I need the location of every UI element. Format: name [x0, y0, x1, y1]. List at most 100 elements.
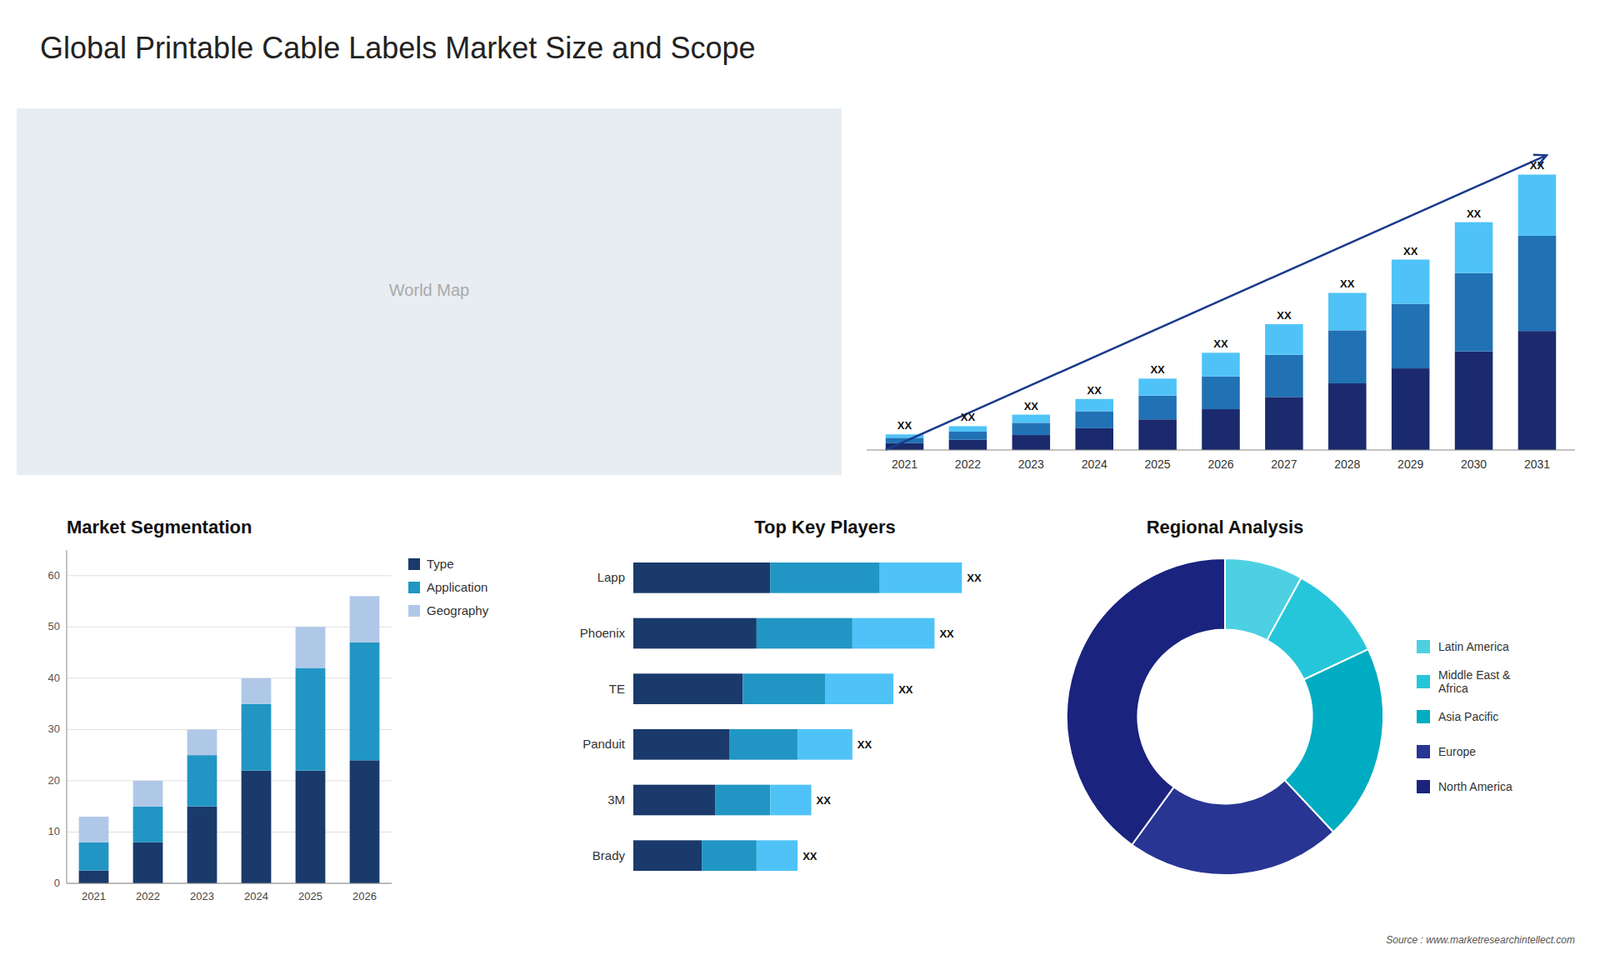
- chart-title: Top Key Players: [754, 516, 896, 538]
- x-tick-label: 2023: [1018, 457, 1045, 471]
- x-axis: [66, 883, 392, 885]
- chart-title: Regional Analysis: [1146, 516, 1305, 538]
- legend-swatch: [408, 605, 420, 617]
- bar-segment: [1201, 409, 1240, 450]
- bar-segment: [825, 673, 894, 705]
- bar-segment: [350, 642, 380, 761]
- y-tick-label: TE: [609, 681, 625, 696]
- bar-segment: [633, 840, 702, 871]
- bar-segment: [1012, 415, 1051, 424]
- legend-swatch: [1416, 710, 1430, 724]
- legend-label: Middle East &Africa: [1438, 668, 1511, 696]
- grid-line: [66, 780, 392, 781]
- x-tick-label: 2025: [298, 890, 323, 903]
- x-tick-label: 2023: [190, 890, 215, 903]
- y-axis: [66, 550, 68, 884]
- y-tick-label: 60: [48, 569, 60, 582]
- legend-label: Europe: [1438, 745, 1476, 759]
- bar-segment: [949, 440, 988, 450]
- text-line: Africa: [1438, 681, 1469, 695]
- total-label: XX: [816, 794, 832, 807]
- legend: Latin AmericaMiddle East &AfricaAsia Pac…: [1416, 640, 1513, 794]
- bar-segment: [1138, 395, 1177, 420]
- x-tick-label: 2025: [1145, 457, 1171, 471]
- total-label: XX: [939, 627, 955, 640]
- bars: [633, 562, 962, 871]
- y-tick-label: 50: [48, 620, 60, 633]
- donut-slice: [1066, 558, 1225, 845]
- bar-segment: [1328, 292, 1367, 330]
- x-tick-label: 2026: [1207, 457, 1234, 471]
- x-tick-label: 2026: [352, 890, 377, 903]
- y-tick-label: 3M: [607, 792, 625, 807]
- players-chart: Top Key PlayersXXLappXXPhoenixXXTEXXPand…: [580, 516, 982, 871]
- bar-segment: [350, 595, 380, 642]
- x-axis: [866, 450, 1575, 451]
- bar-segment: [1201, 352, 1240, 377]
- bar-segment: [1265, 355, 1304, 398]
- bar-segment: [756, 618, 853, 650]
- bar-segment: [295, 770, 326, 884]
- bar-segment: [1075, 399, 1114, 412]
- grid-line: [66, 626, 392, 628]
- dashboard: Global Printable Cable Labels Market Siz…: [0, 0, 1600, 955]
- bar-segment: [1075, 428, 1114, 450]
- bar-segment: [1075, 410, 1114, 428]
- legend-swatch: [408, 558, 420, 570]
- bar-segment: [1518, 235, 1557, 331]
- bar-segment: [1391, 304, 1430, 370]
- total-label: XX: [1213, 337, 1229, 350]
- map-background: [16, 108, 842, 475]
- bar-segment: [295, 626, 326, 668]
- text-line: Middle East &: [1438, 668, 1511, 682]
- bar-segment: [797, 729, 853, 760]
- total-label: XX: [897, 419, 913, 432]
- bar-segment: [729, 729, 798, 760]
- legend-label: North America: [1438, 780, 1513, 794]
- legend-label: Asia Pacific: [1438, 710, 1499, 724]
- total-label: XX: [1340, 277, 1355, 290]
- y-tick-label: Lapp: [597, 570, 625, 585]
- grid-line: [66, 831, 392, 833]
- bar-segment: [241, 704, 272, 771]
- bar-segment: [241, 678, 272, 705]
- bar-segment: [79, 842, 110, 871]
- legend-label: Application: [426, 580, 488, 595]
- bar-segment: [1265, 324, 1304, 355]
- bar-segment: [880, 562, 963, 594]
- y-tick-label: 30: [48, 722, 60, 735]
- x-tick-label: 2031: [1524, 457, 1550, 471]
- map-placeholder: World Map: [389, 280, 470, 300]
- bar-segment: [79, 870, 110, 884]
- bar-segment: [852, 618, 935, 650]
- x-tick-label: 2024: [244, 890, 269, 903]
- segmentation-chart: Market Segmentation010203040506020212022…: [48, 516, 490, 903]
- bar-segment: [1518, 330, 1557, 450]
- legend-swatch: [408, 581, 420, 594]
- bar-segment: [187, 729, 218, 755]
- bar-segment: [1455, 273, 1494, 352]
- legend-swatch: [1416, 780, 1430, 794]
- x-tick-label: 2021: [81, 890, 106, 903]
- y-tick-label: Brady: [592, 848, 626, 863]
- bar-segment: [79, 816, 110, 843]
- bar-segment: [949, 425, 988, 432]
- bar-segment: [350, 760, 380, 884]
- legend-swatch: [1416, 745, 1430, 759]
- bar-segment: [187, 755, 218, 807]
- grid-line: [66, 677, 392, 679]
- y-tick-label: Phoenix: [580, 625, 626, 640]
- bar-segment: [756, 840, 798, 871]
- total-label: XX: [966, 571, 982, 585]
- total-label: XX: [1530, 159, 1545, 172]
- bar-segment: [742, 673, 825, 705]
- x-tick-label: 2029: [1397, 457, 1424, 471]
- bar-segment: [1518, 174, 1557, 235]
- total-label: XX: [960, 410, 976, 424]
- x-tick-label: 2024: [1081, 457, 1108, 471]
- total-label: XX: [1466, 207, 1482, 220]
- bar-segment: [949, 431, 988, 440]
- bar-segment: [633, 785, 716, 816]
- bar-segment: [1328, 383, 1367, 450]
- y-tick-label: 0: [54, 876, 60, 890]
